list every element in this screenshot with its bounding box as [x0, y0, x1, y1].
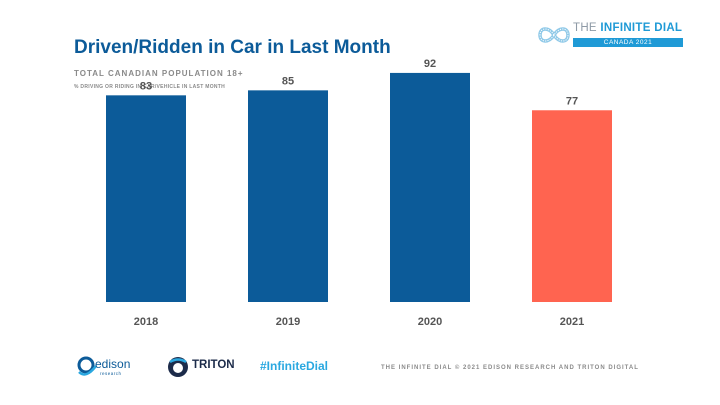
bar-chart: 83 2018 85 2019 92 2020 77 2021: [106, 58, 612, 328]
brand-name: THE INFINITE DIAL: [573, 22, 683, 34]
chart-note: % DRIVING OR RIDING IN CAR/VEHICLE IN LA…: [74, 84, 226, 90]
edison-logo: edison research: [76, 354, 136, 380]
infinity-icon: [538, 27, 570, 43]
data-label-2021: 77: [566, 95, 578, 107]
edison-subtext: research: [100, 371, 122, 376]
category-label-2020: 2020: [418, 316, 442, 328]
data-label-2019: 85: [282, 75, 294, 87]
triton-mark-icon: [168, 357, 188, 377]
bar-2020: [390, 72, 470, 302]
category-label-2021: 2021: [560, 316, 584, 328]
brand-edition: CANADA 2021: [573, 38, 683, 47]
data-label-2020: 92: [424, 58, 436, 70]
edison-wordmark: edison: [95, 357, 131, 371]
category-label-2018: 2018: [134, 316, 158, 328]
chart-subtitle: TOTAL CANADIAN POPULATION 18+: [74, 69, 244, 78]
bar-2019: [248, 90, 328, 302]
edison-swirl-icon: [77, 356, 97, 376]
bar-2018: [106, 95, 186, 302]
infinite-dial-logo: THE INFINITE DIAL CANADA 2021: [536, 22, 686, 48]
bar-2021: [532, 110, 612, 303]
chart-title: Driven/Ridden in Car in Last Month: [74, 37, 391, 58]
hashtag[interactable]: #InfiniteDial: [260, 359, 329, 373]
triton-wordmark: TRITON: [192, 359, 235, 371]
category-label-2019: 2019: [276, 316, 300, 328]
data-label-2018: 83: [140, 80, 152, 92]
triton-logo: TRITON: [166, 355, 236, 379]
copyright: THE INFINITE DIAL © 2021 EDISON RESEARCH…: [381, 365, 639, 371]
